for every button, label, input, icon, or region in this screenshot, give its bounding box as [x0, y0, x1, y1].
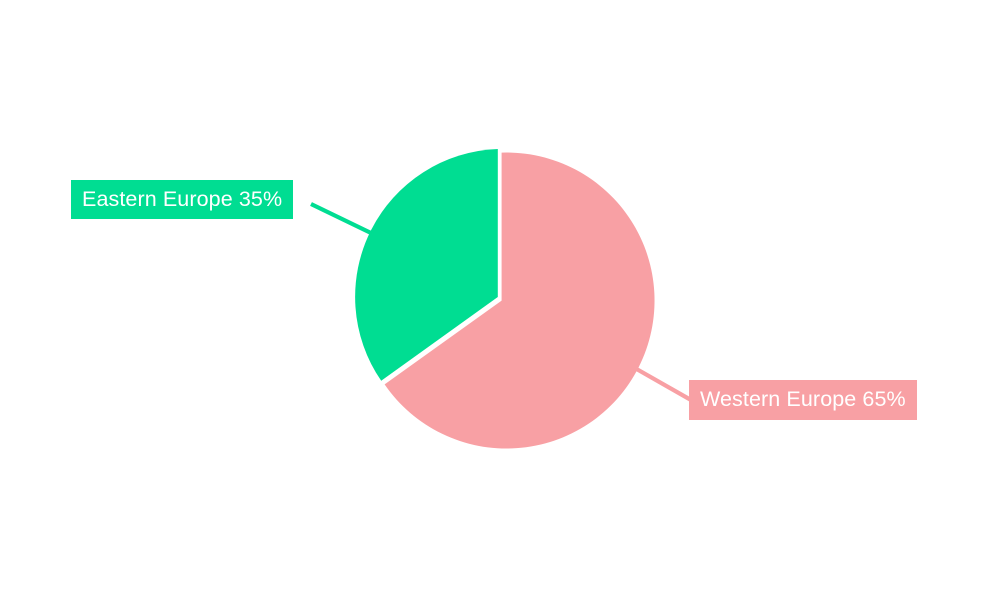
pie-label-eastern-europe-text: Eastern Europe 35%: [82, 186, 283, 211]
pie-label-western-europe[interactable]: Western Europe 65%: [689, 380, 917, 420]
pie-slice-eastern-europe[interactable]: [355, 149, 498, 381]
pie-slice-western-europe[interactable]: [384, 152, 655, 449]
pie-label-eastern-europe[interactable]: Eastern Europe 35%: [71, 180, 294, 219]
leader-line-western-europe: [631, 365, 693, 402]
pie-label-western-europe-text: Western Europe 65%: [700, 387, 906, 412]
leader-line-eastern-europe: [310, 202, 372, 235]
